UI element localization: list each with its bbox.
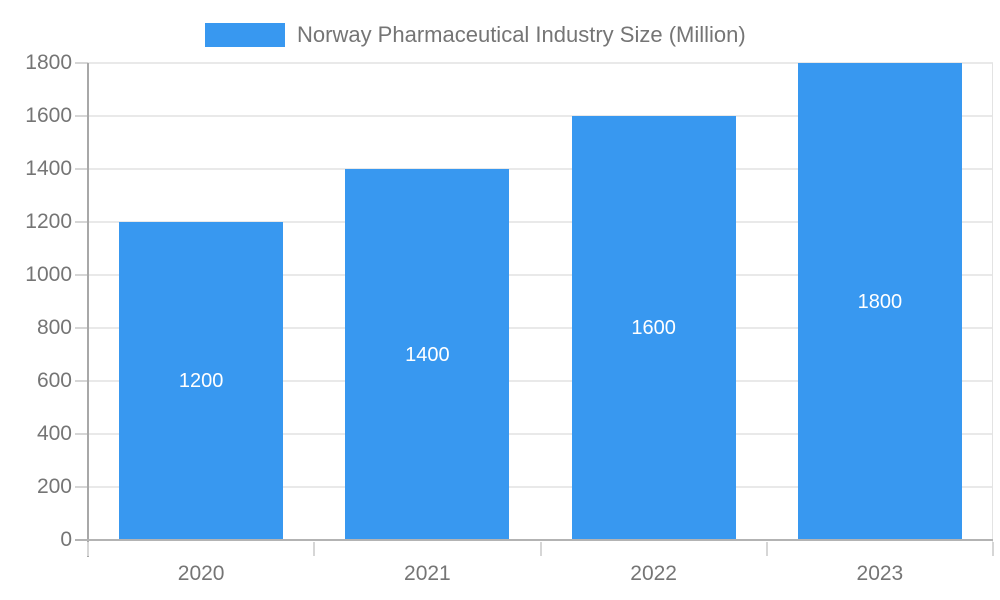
legend-label: Norway Pharmaceutical Industry Size (Mil… [297,22,746,47]
y-axis-tick [75,115,88,117]
bar-value-label: 1600 [631,317,676,339]
y-tick-label: 1200 [25,210,72,233]
bar-value-label: 1800 [857,290,903,313]
bar: 1400 [345,169,510,540]
y-axis-tick [75,168,88,170]
y-axis-tick [75,62,88,64]
y-tick-label: 0 [60,528,72,551]
y-tick-label: 600 [36,369,72,392]
bar: 1200 [119,222,284,540]
bar-value-label: 1400 [405,343,450,366]
y-tick-label: 1400 [25,157,72,180]
gridline [88,274,993,276]
gridline [88,486,993,488]
bar: 1800 [797,63,962,540]
x-axis-tick [87,542,89,556]
y-axis-tick [75,380,88,382]
x-axis-tick [992,542,994,556]
y-axis-tick [75,486,88,488]
x-axis-tick [765,542,768,556]
y-axis-tick [75,274,88,276]
gridline [88,168,993,170]
bar: 1600 [571,116,736,540]
y-tick-label: 400 [36,422,72,445]
y-tick-label: 1600 [25,104,72,127]
x-tick-label: 2021 [404,562,451,585]
x-axis-line [75,539,993,541]
gridline [88,221,993,223]
bar-value-label: 1200 [178,370,224,392]
gridline [88,62,993,64]
legend-swatch [205,23,285,47]
gridline [88,115,993,117]
y-tick-label: 200 [36,475,72,498]
y-tick-label: 1800 [25,51,72,74]
x-tick-label: 2022 [630,562,677,585]
x-axis-tick [539,542,542,556]
gridline [88,380,993,382]
x-axis-tick [313,542,316,556]
y-axis-tick [75,327,88,329]
y-axis-tick [75,433,88,435]
y-tick-label: 800 [36,316,72,339]
y-axis-tick [75,221,88,223]
plot-right-border [992,63,993,556]
gridline [88,433,993,435]
x-tick-label: 2020 [177,562,225,585]
y-axis-line [87,63,89,557]
y-tick-label: 1000 [25,263,72,286]
x-tick-label: 2023 [856,562,904,585]
legend: Norway Pharmaceutical Industry Size (Mil… [205,22,746,48]
gridline [88,327,993,329]
